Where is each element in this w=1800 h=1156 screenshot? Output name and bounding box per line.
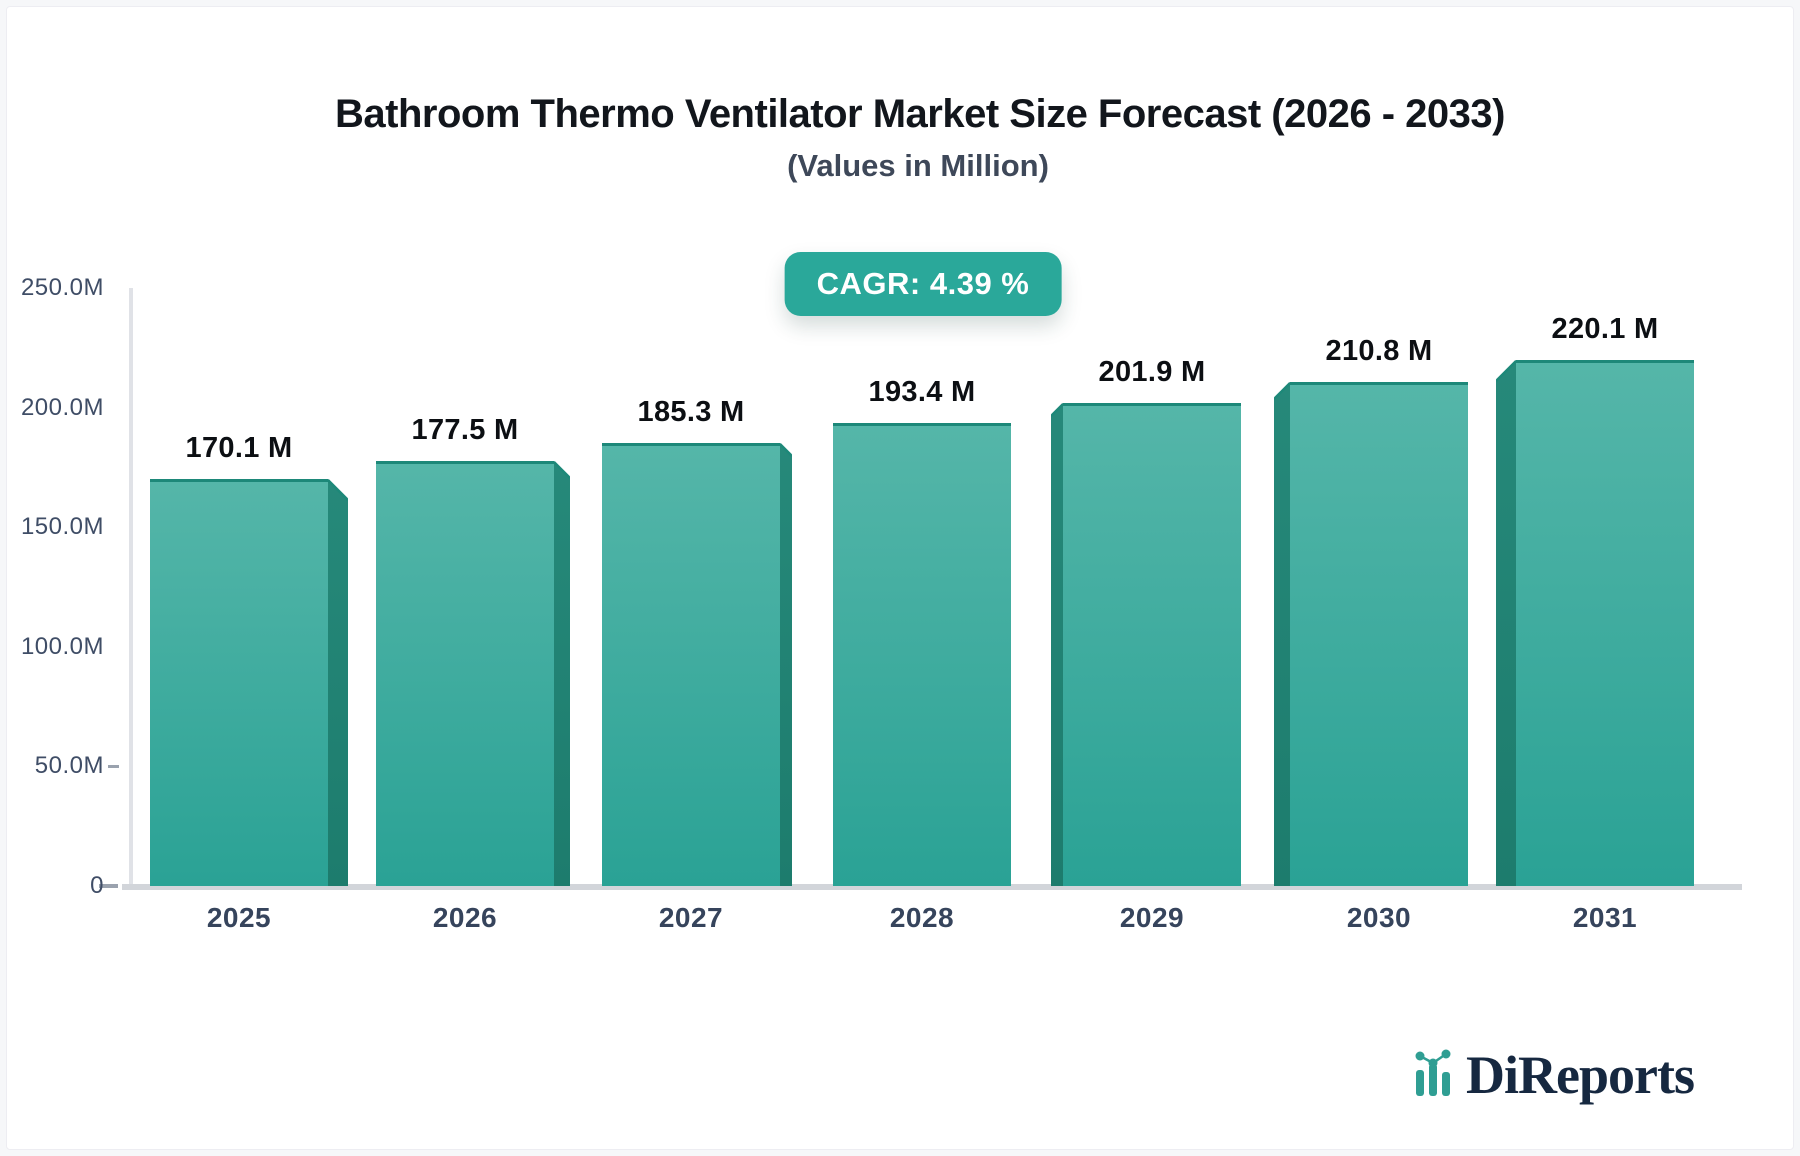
bar-side-face [1496, 360, 1516, 886]
bar-bevel-edge [1496, 360, 1517, 382]
y-axis-label: 50.0M [34, 752, 104, 780]
bar-bevel-edge [1051, 403, 1064, 417]
y-axis-label: 250.0M [20, 274, 104, 301]
bar-top-edge [1063, 403, 1241, 406]
bar-value-label: 220.1 M [1551, 313, 1659, 345]
bar-front-face [602, 443, 780, 886]
bar-top-edge [1516, 360, 1694, 363]
bar-top-edge [150, 479, 328, 482]
bar-bevel-edge [1274, 382, 1291, 400]
bar-value-label: 210.8 M [1325, 335, 1433, 367]
bar-value-label: 185.3 M [637, 396, 745, 428]
x-axis-label: 2028 [889, 902, 955, 933]
x-axis-label: 2025 [206, 902, 272, 933]
bar-bevel-edge [327, 479, 348, 501]
bar-2028 [833, 423, 1011, 886]
bar-2025 [150, 479, 348, 886]
bar-top-edge [602, 443, 780, 446]
y-axis-label: 150.0M [20, 513, 104, 541]
bar-front-face [150, 479, 328, 886]
bar-2030 [1274, 382, 1468, 886]
x-axis-label: 2029 [1119, 902, 1185, 933]
bar-2031 [1496, 360, 1694, 886]
axis-tick [99, 884, 118, 888]
bar-bevel-edge [553, 461, 570, 479]
bar-front-face [1063, 403, 1241, 886]
bar-side-face [328, 479, 348, 886]
bar-value-label: 193.4 M [868, 376, 976, 408]
bar-2029 [1051, 403, 1241, 886]
bar-value-label: 177.5 M [411, 414, 519, 446]
bar-value-label: 201.9 M [1098, 356, 1206, 388]
bar-top-edge [1290, 382, 1468, 385]
chart-subtitle: (Values in Million) [787, 148, 1049, 183]
bar-top-edge [833, 423, 1011, 426]
cagr-badge: CAGR: 4.39 % [784, 252, 1062, 316]
y-axis-label: 0 [90, 872, 104, 899]
mini-bar-chart-icon [1415, 1049, 1451, 1096]
bar-front-face [376, 461, 554, 886]
x-axis-label: 2027 [658, 902, 724, 933]
bar-top-edge [376, 461, 554, 464]
bar-value-label: 170.1 M [185, 432, 293, 464]
bar-front-face [833, 423, 1011, 886]
x-axis-label: 2031 [1572, 902, 1638, 933]
x-axis-baseline [122, 884, 1742, 890]
direports-logo: DiReports [1414, 1045, 1695, 1105]
bar-2026 [376, 461, 570, 886]
bar-front-face [1290, 382, 1468, 886]
bar-front-face [1516, 360, 1694, 886]
bar-side-face [1274, 382, 1290, 886]
y-axis-label: 200.0M [20, 393, 104, 421]
y-axis-line [129, 288, 133, 886]
y-axis-label: 100.0M [20, 632, 104, 660]
chart-title: Bathroom Thermo Ventilator Market Size F… [335, 92, 1505, 136]
logo-text: DiReports [1466, 1045, 1695, 1105]
bar-side-face [554, 461, 570, 886]
bar-bevel-edge [779, 443, 792, 457]
x-axis-label: 2026 [432, 902, 498, 933]
bar-side-face [780, 443, 792, 886]
x-axis-label: 2030 [1346, 902, 1412, 933]
axis-tick [108, 765, 119, 769]
bar-2027 [602, 443, 792, 886]
bar-side-face [1051, 403, 1063, 886]
